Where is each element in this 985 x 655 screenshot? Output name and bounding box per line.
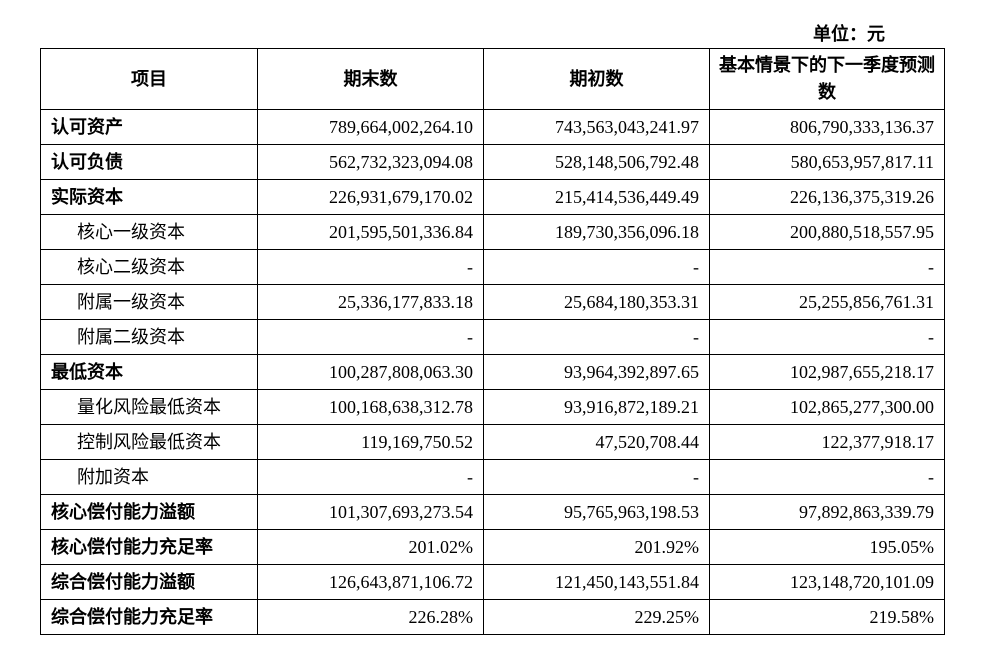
cell-begin: - [483,460,709,495]
table-row: 核心一级资本201,595,501,336.84189,730,356,096.… [41,215,945,250]
solvency-table: 项目 期末数 期初数 基本情景下的下一季度预测数 认可资产789,664,002… [40,48,945,635]
cell-forecast: - [709,250,944,285]
cell-end: 100,168,638,312.78 [257,390,483,425]
cell-end: 226,931,679,170.02 [257,180,483,215]
cell-begin: 215,414,536,449.49 [483,180,709,215]
table-row: 认可负债562,732,323,094.08528,148,506,792.48… [41,145,945,180]
header-item: 项目 [41,49,258,110]
cell-forecast: 122,377,918.17 [709,425,944,460]
cell-forecast: 123,148,720,101.09 [709,565,944,600]
row-label: 附加资本 [41,460,258,495]
table-row: 最低资本100,287,808,063.3093,964,392,897.651… [41,355,945,390]
table-row: 核心二级资本--- [41,250,945,285]
cell-forecast: 102,987,655,218.17 [709,355,944,390]
row-label: 附属一级资本 [41,285,258,320]
row-label: 控制风险最低资本 [41,425,258,460]
cell-forecast: 102,865,277,300.00 [709,390,944,425]
row-label: 综合偿付能力充足率 [41,600,258,635]
cell-end: 119,169,750.52 [257,425,483,460]
cell-end: 226.28% [257,600,483,635]
cell-end: 201,595,501,336.84 [257,215,483,250]
row-label: 综合偿付能力溢额 [41,565,258,600]
cell-end: 25,336,177,833.18 [257,285,483,320]
row-label: 认可资产 [41,110,258,145]
cell-forecast: - [709,460,944,495]
cell-begin: 528,148,506,792.48 [483,145,709,180]
table-row: 实际资本226,931,679,170.02215,414,536,449.49… [41,180,945,215]
row-label: 核心二级资本 [41,250,258,285]
cell-end: 201.02% [257,530,483,565]
cell-begin: - [483,250,709,285]
table-row: 附属一级资本25,336,177,833.1825,684,180,353.31… [41,285,945,320]
unit-label: 单位：元 [40,20,945,46]
table-row: 认可资产789,664,002,264.10743,563,043,241.97… [41,110,945,145]
cell-end: - [257,250,483,285]
header-end: 期末数 [257,49,483,110]
table-row: 附加资本--- [41,460,945,495]
row-label: 量化风险最低资本 [41,390,258,425]
cell-end: 101,307,693,273.54 [257,495,483,530]
row-label: 核心一级资本 [41,215,258,250]
cell-forecast: - [709,320,944,355]
row-label: 实际资本 [41,180,258,215]
cell-begin: 229.25% [483,600,709,635]
cell-begin: 743,563,043,241.97 [483,110,709,145]
cell-forecast: 219.58% [709,600,944,635]
cell-end: 562,732,323,094.08 [257,145,483,180]
table-row: 控制风险最低资本119,169,750.5247,520,708.44122,3… [41,425,945,460]
table-row: 附属二级资本--- [41,320,945,355]
cell-begin: 93,964,392,897.65 [483,355,709,390]
table-row: 综合偿付能力溢额126,643,871,106.72121,450,143,55… [41,565,945,600]
cell-begin: - [483,320,709,355]
header-begin: 期初数 [483,49,709,110]
table-row: 核心偿付能力溢额101,307,693,273.5495,765,963,198… [41,495,945,530]
cell-end: - [257,320,483,355]
cell-forecast: 195.05% [709,530,944,565]
cell-end: 789,664,002,264.10 [257,110,483,145]
table-row: 核心偿付能力充足率201.02%201.92%195.05% [41,530,945,565]
table-header-row: 项目 期末数 期初数 基本情景下的下一季度预测数 [41,49,945,110]
header-forecast: 基本情景下的下一季度预测数 [709,49,944,110]
table-row: 量化风险最低资本100,168,638,312.7893,916,872,189… [41,390,945,425]
cell-forecast: 25,255,856,761.31 [709,285,944,320]
cell-begin: 93,916,872,189.21 [483,390,709,425]
row-label: 核心偿付能力充足率 [41,530,258,565]
cell-forecast: 226,136,375,319.26 [709,180,944,215]
cell-begin: 201.92% [483,530,709,565]
cell-forecast: 806,790,333,136.37 [709,110,944,145]
cell-end: - [257,460,483,495]
cell-forecast: 580,653,957,817.11 [709,145,944,180]
cell-begin: 95,765,963,198.53 [483,495,709,530]
cell-end: 100,287,808,063.30 [257,355,483,390]
cell-forecast: 97,892,863,339.79 [709,495,944,530]
cell-end: 126,643,871,106.72 [257,565,483,600]
cell-begin: 25,684,180,353.31 [483,285,709,320]
row-label: 核心偿付能力溢额 [41,495,258,530]
cell-begin: 47,520,708.44 [483,425,709,460]
cell-begin: 121,450,143,551.84 [483,565,709,600]
cell-forecast: 200,880,518,557.95 [709,215,944,250]
row-label: 认可负债 [41,145,258,180]
table-row: 综合偿付能力充足率226.28%229.25%219.58% [41,600,945,635]
row-label: 最低资本 [41,355,258,390]
row-label: 附属二级资本 [41,320,258,355]
cell-begin: 189,730,356,096.18 [483,215,709,250]
